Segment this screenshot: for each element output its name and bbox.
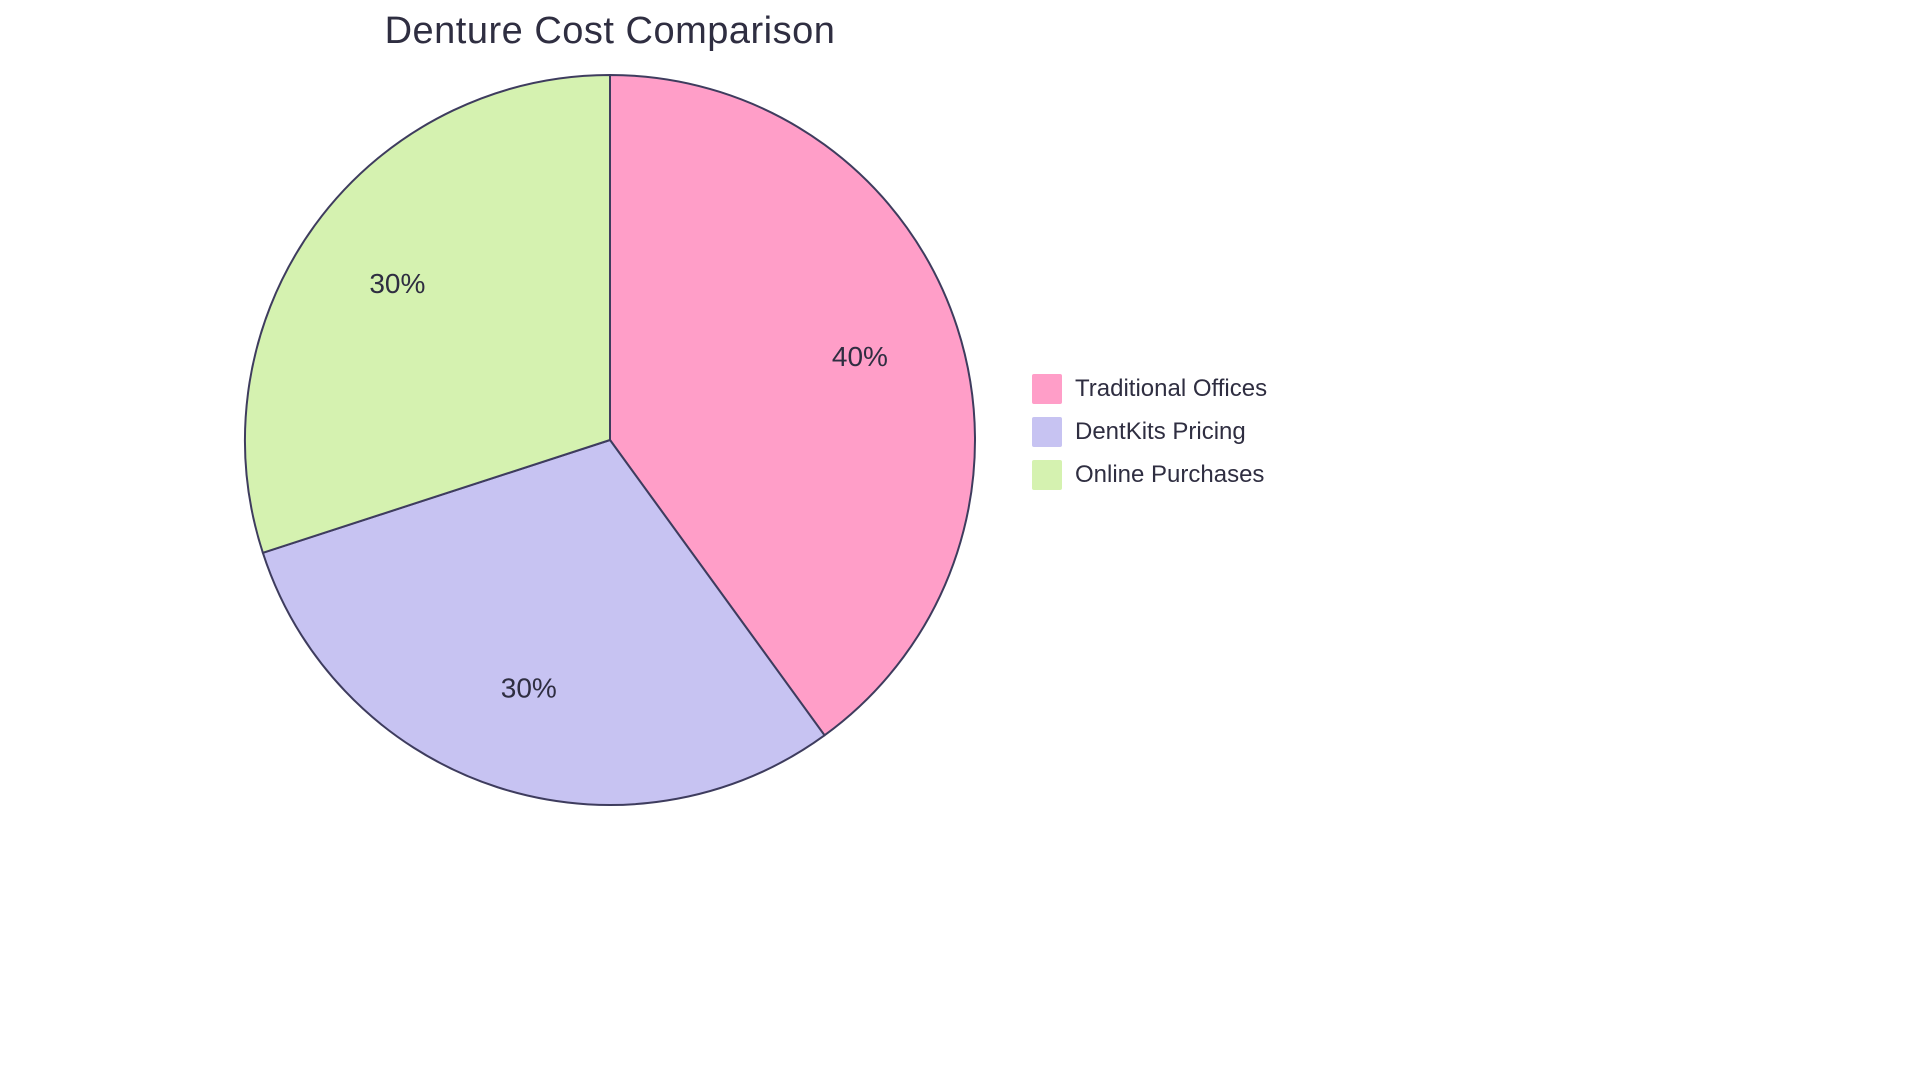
pie-slice-label-2: 30% (501, 672, 557, 703)
chart-title: Denture Cost Comparison (384, 10, 836, 52)
legend-item: Traditional Offices (1032, 374, 1267, 404)
legend-item: Online Purchases (1032, 460, 1267, 490)
legend-swatch (1032, 374, 1062, 404)
legend-label: DentKits Pricing (1075, 418, 1246, 445)
legend-swatch (1032, 417, 1062, 447)
legend: Traditional Offices DentKits Pricing Onl… (1032, 374, 1267, 490)
pie-slice-label-1: 40% (832, 341, 888, 372)
pie-slice-3 (244, 74, 611, 554)
legend-swatch (1032, 460, 1062, 490)
legend-label: Traditional Offices (1075, 375, 1268, 402)
legend-item: DentKits Pricing (1032, 417, 1267, 447)
pie-slice-label-3: 30% (369, 268, 425, 299)
legend-label: Online Purchases (1075, 461, 1265, 488)
pie-slice-1 (609, 74, 976, 737)
pie-slice-2 (261, 439, 826, 806)
